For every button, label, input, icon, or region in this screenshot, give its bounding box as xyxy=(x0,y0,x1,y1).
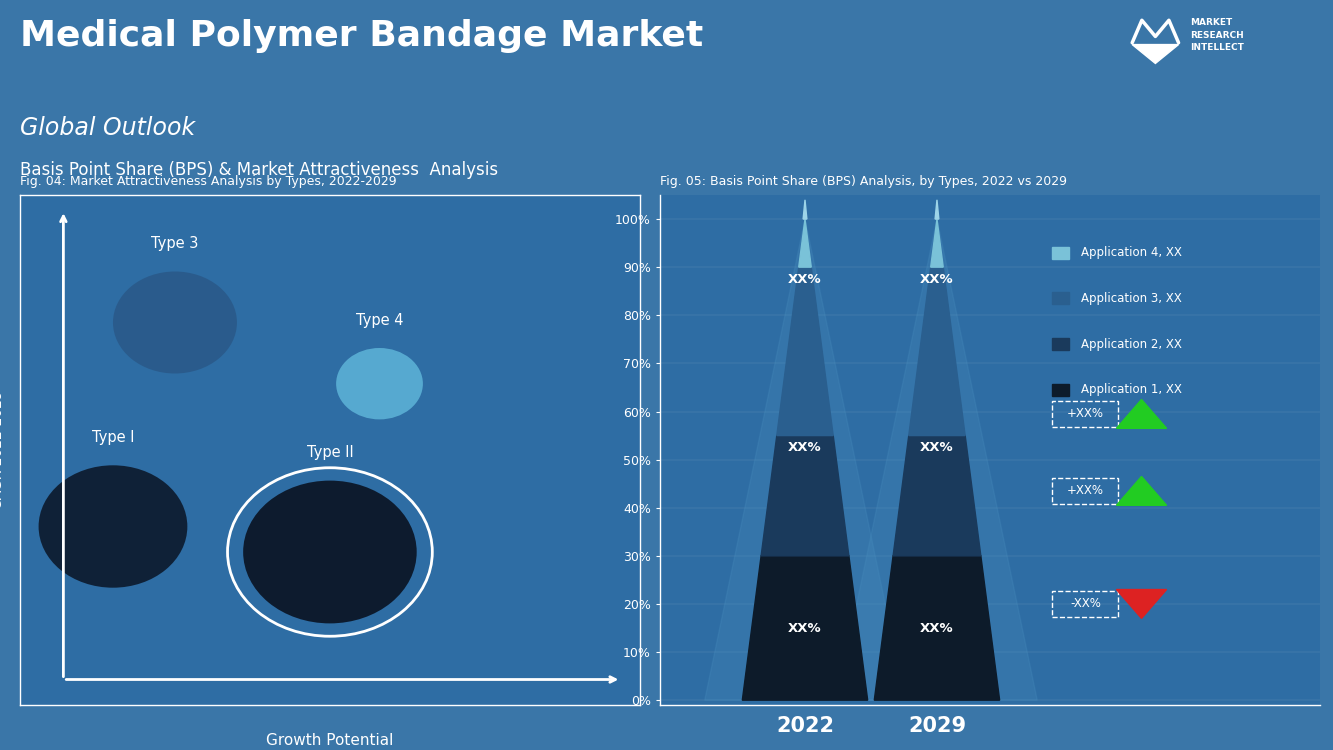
Text: Type II: Type II xyxy=(307,446,353,460)
Text: Medical Polymer Bandage Market: Medical Polymer Bandage Market xyxy=(20,19,704,53)
Circle shape xyxy=(336,348,423,419)
Text: +XX%: +XX% xyxy=(1066,407,1104,421)
Polygon shape xyxy=(802,200,806,219)
Text: Growth Potential: Growth Potential xyxy=(267,733,393,748)
Text: Application 4, XX: Application 4, XX xyxy=(1081,246,1181,259)
Text: Application 1, XX: Application 1, XX xyxy=(1081,383,1181,396)
Polygon shape xyxy=(1132,44,1178,64)
Text: Application 2, XX: Application 2, XX xyxy=(1081,338,1181,351)
Text: Global Outlook: Global Outlook xyxy=(20,116,195,140)
Text: -XX%: -XX% xyxy=(1070,598,1101,610)
Polygon shape xyxy=(930,219,944,267)
Text: Type I: Type I xyxy=(92,430,135,445)
Bar xyxy=(1053,292,1069,304)
Bar xyxy=(1053,338,1069,350)
Circle shape xyxy=(113,272,237,374)
Bar xyxy=(1053,400,1118,427)
Polygon shape xyxy=(893,436,981,556)
Text: XX%: XX% xyxy=(920,441,954,454)
Polygon shape xyxy=(909,267,965,436)
Polygon shape xyxy=(934,200,938,219)
Bar xyxy=(1053,384,1069,396)
Text: Fig. 05: Basis Point Share (BPS) Analysis, by Types, 2022 vs 2029: Fig. 05: Basis Point Share (BPS) Analysi… xyxy=(660,176,1066,188)
Polygon shape xyxy=(761,436,849,556)
Text: MARKET
RESEARCH
INTELLECT: MARKET RESEARCH INTELLECT xyxy=(1190,19,1244,53)
Text: XX%: XX% xyxy=(920,622,954,634)
Polygon shape xyxy=(837,219,1037,701)
Polygon shape xyxy=(1117,590,1166,619)
Text: Type 4: Type 4 xyxy=(356,313,404,328)
Circle shape xyxy=(243,481,417,623)
Polygon shape xyxy=(874,556,1000,700)
Text: Type 3: Type 3 xyxy=(151,236,199,251)
Bar xyxy=(1053,247,1069,259)
Polygon shape xyxy=(1117,400,1166,428)
Polygon shape xyxy=(742,556,868,700)
Text: Basis Point Share (BPS) & Market Attractiveness  Analysis: Basis Point Share (BPS) & Market Attract… xyxy=(20,161,499,179)
Polygon shape xyxy=(777,267,833,436)
Text: Fig. 04: Market Attractiveness Analysis by Types, 2022-2029: Fig. 04: Market Attractiveness Analysis … xyxy=(20,176,397,188)
Text: XX%: XX% xyxy=(788,622,822,634)
Bar xyxy=(1053,591,1118,617)
Polygon shape xyxy=(1117,476,1166,506)
Bar xyxy=(1053,478,1118,504)
Text: XX%: XX% xyxy=(788,273,822,286)
Text: XX%: XX% xyxy=(788,441,822,454)
Text: CAGR 2022-2029: CAGR 2022-2029 xyxy=(0,391,5,509)
Circle shape xyxy=(39,465,188,588)
Polygon shape xyxy=(705,219,905,701)
Polygon shape xyxy=(798,219,812,267)
Text: Application 3, XX: Application 3, XX xyxy=(1081,292,1181,305)
Text: XX%: XX% xyxy=(920,273,954,286)
Text: +XX%: +XX% xyxy=(1066,484,1104,497)
